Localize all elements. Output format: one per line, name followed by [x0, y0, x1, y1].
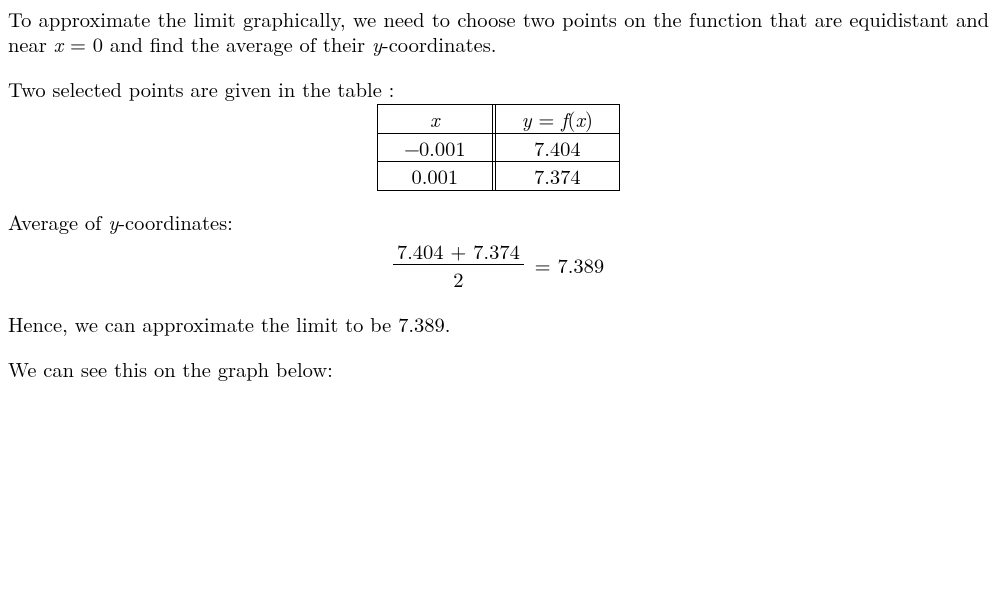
paragraph-conclusion: Hence, we can approximate the limit to b…: [8, 311, 989, 336]
equation-result: = 7.389: [531, 252, 604, 277]
inline-math-x: x: [54, 29, 64, 58]
paren: (: [568, 104, 576, 133]
fraction-numerator: 7.404 + 7.374: [393, 238, 524, 265]
cell-y: 7.404: [495, 133, 619, 162]
cell-x: −0.001: [377, 133, 492, 162]
inline-math-eq: = 0: [63, 29, 103, 58]
display-equation: 7.404 + 7.374 2 = 7.389: [8, 238, 989, 291]
paragraph-graph-lead: We can see this on the graph below:: [8, 356, 989, 381]
text: Average of: [8, 207, 108, 236]
table-header-row: x y = f(x): [377, 105, 619, 134]
header-y-arg: x: [576, 104, 586, 133]
paren: ): [585, 104, 593, 133]
header-x: x: [377, 105, 492, 134]
text: -coordinates.: [382, 29, 497, 58]
text: and find the average of their: [103, 29, 372, 58]
cell-y: 7.374: [495, 162, 619, 191]
header-y: y = f(x): [495, 105, 619, 134]
paragraph-table-intro: Two selected points are given in the tab…: [8, 76, 989, 101]
paragraph-average-label: Average of y-coordinates:: [8, 209, 989, 234]
header-y-var: y: [522, 104, 532, 133]
cell-x: 0.001: [377, 162, 492, 191]
header-y-eq: =: [532, 104, 562, 133]
fraction: 7.404 + 7.374 2: [393, 238, 524, 291]
data-table: x y = f(x) −0.001 7.404 0.001 7.374: [377, 104, 620, 191]
fraction-denominator: 2: [393, 265, 524, 291]
inline-math-y: y: [372, 29, 382, 58]
paragraph-intro: To approximate the limit graphically, we…: [8, 6, 989, 56]
text: -coordinates:: [118, 207, 233, 236]
table-row: −0.001 7.404: [377, 133, 619, 162]
table-row: 0.001 7.374: [377, 162, 619, 191]
inline-math-y: y: [108, 207, 118, 236]
